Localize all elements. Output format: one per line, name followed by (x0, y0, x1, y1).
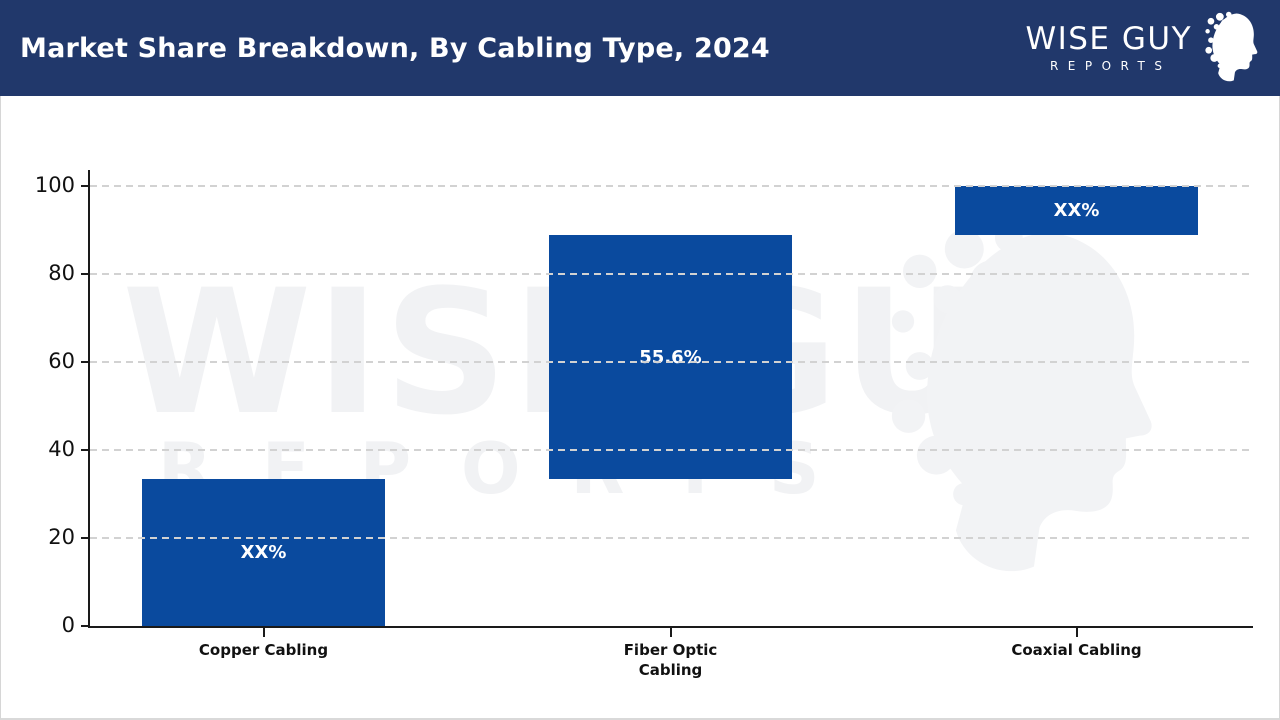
y-tick-label: 20 (48, 525, 75, 549)
y-gridline (90, 185, 1253, 187)
brand-name: WISE GUY (1025, 21, 1192, 57)
y-tick-mark (81, 273, 88, 275)
x-axis-line (88, 626, 1253, 628)
y-tick-mark (81, 449, 88, 451)
brand-subtitle: REPORTS (1049, 59, 1172, 73)
brand-head-icon (1205, 11, 1258, 82)
y-gridline (90, 361, 1253, 363)
y-tick-mark (81, 185, 88, 187)
x-tick-mark (669, 628, 672, 637)
x-category-label: Coaxial Cabling (1011, 641, 1142, 659)
bar: XX% (142, 479, 385, 626)
header: Market Share Breakdown, By Cabling Type,… (0, 0, 1280, 96)
y-gridline (90, 449, 1253, 451)
y-tick-label: 100 (34, 173, 75, 197)
bar: 55.6% (549, 234, 792, 480)
x-tick-mark (262, 628, 265, 637)
brand-logo: WISE GUY REPORTS (1025, 9, 1268, 87)
x-tick-mark (1075, 628, 1078, 637)
y-axis-line (88, 170, 90, 628)
y-tick-label: 0 (61, 613, 75, 637)
x-category-label: Fiber Optic Cabling (623, 641, 718, 680)
bar-value-label: XX% (1053, 199, 1100, 221)
bar: XX% (955, 186, 1198, 235)
y-gridline (90, 273, 1253, 275)
y-tick-label: 60 (48, 349, 75, 373)
bar-value-label: XX% (240, 542, 287, 564)
y-tick-mark (81, 537, 88, 539)
page-title: Market Share Breakdown, By Cabling Type,… (20, 32, 770, 64)
y-gridline (90, 537, 1253, 539)
y-tick-mark (81, 361, 88, 363)
y-tick-mark (81, 625, 88, 627)
x-category-label: Copper Cabling (198, 641, 329, 659)
bar-value-label: 55.6% (639, 346, 702, 368)
brand-text: WISE GUY REPORTS (1025, 21, 1192, 73)
y-tick-label: 40 (48, 437, 75, 461)
y-tick-label: 80 (48, 261, 75, 285)
